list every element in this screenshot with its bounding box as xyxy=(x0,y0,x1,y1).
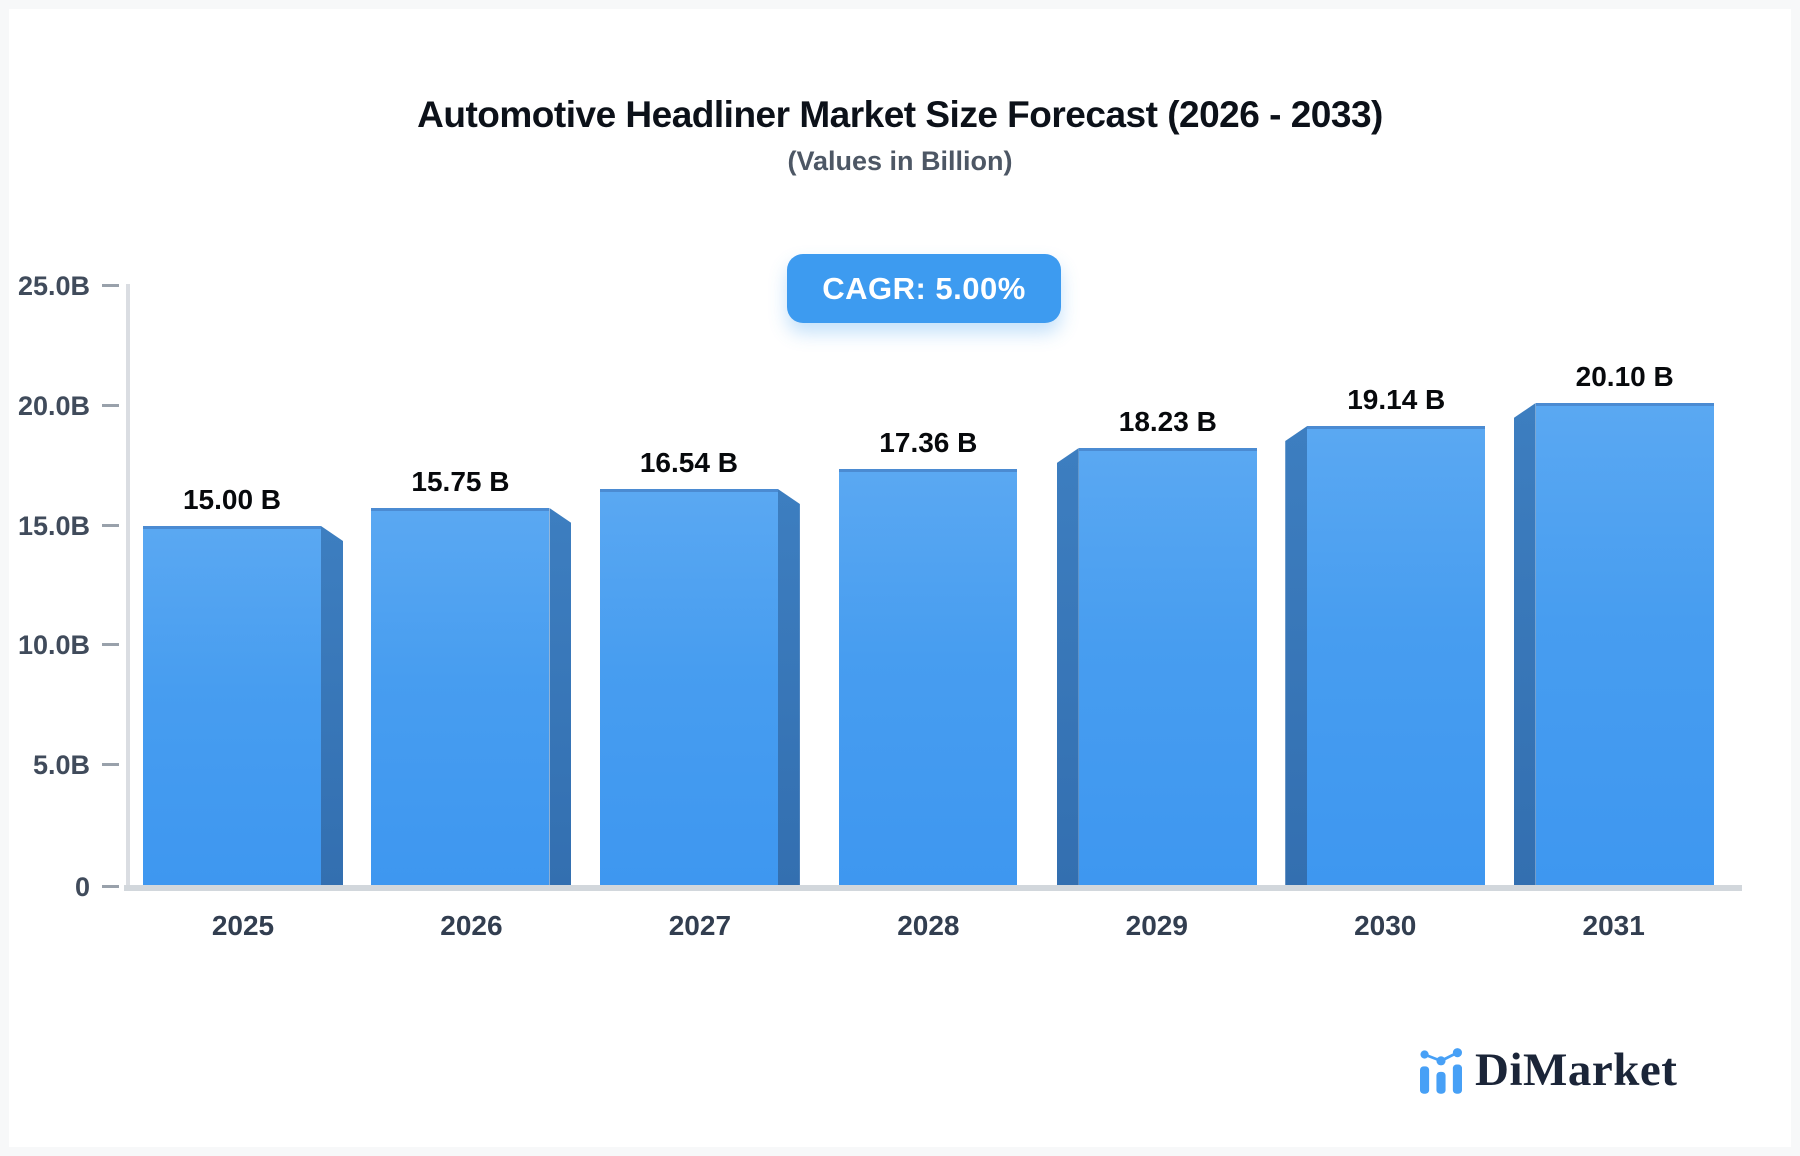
bar-side-face xyxy=(777,489,800,885)
chart-title: Automotive Headliner Market Size Forecas… xyxy=(417,94,1383,135)
x-tick-label: 2027 xyxy=(668,910,732,941)
y-tick-label: 10.0B xyxy=(17,630,90,661)
y-tick-mark xyxy=(102,284,119,287)
chart-subtitle: (Values in Billion) xyxy=(787,146,1013,176)
y-tick-label: 5.0B xyxy=(32,750,90,781)
bar-2031 xyxy=(1535,403,1714,885)
bar-value-label: 17.36 B xyxy=(879,427,978,458)
bar-side-face xyxy=(321,526,343,885)
bar-value-label: 19.14 B xyxy=(1347,384,1446,415)
bar-2028 xyxy=(839,469,1018,885)
plot-area: 0 5.0B 10.0B 15.0B 20.0B 25.0B 15.00 B 15.75 B… xyxy=(18,271,1742,941)
bar-2030 xyxy=(1307,426,1486,885)
bar-2027 xyxy=(599,489,778,885)
y-tick-mark xyxy=(102,523,119,527)
bar-side-face xyxy=(1285,426,1308,885)
bar-2026 xyxy=(371,508,550,885)
bar-side-face xyxy=(549,508,572,885)
y-tick-label: 25.0B xyxy=(17,271,90,301)
x-tick-label: 2030 xyxy=(1354,910,1417,941)
bar-side-face xyxy=(1056,448,1079,885)
brand-logo-text: DiMarket xyxy=(1475,1044,1678,1096)
y-tick-mark xyxy=(102,763,119,767)
y-tick-mark xyxy=(102,403,119,407)
x-axis-baseline xyxy=(124,885,1742,891)
y-tick-label: 20.0B xyxy=(17,390,90,421)
bar-value-label: 15.75 B xyxy=(411,466,510,497)
bar-2025 xyxy=(143,526,321,885)
bar-value-label: 16.54 B xyxy=(639,447,738,478)
bar-chart-logo-icon xyxy=(1420,1048,1462,1094)
bar-2029 xyxy=(1078,448,1257,885)
y-axis-line xyxy=(126,284,130,891)
cagr-badge-label: CAGR: 5.00% xyxy=(822,270,1026,306)
bar-side-face xyxy=(1513,403,1536,885)
bar-value-label: 15.00 B xyxy=(182,484,282,515)
x-tick-label: 2031 xyxy=(1582,910,1645,941)
bar-value-label: 18.23 B xyxy=(1118,406,1217,437)
x-tick-label: 2029 xyxy=(1125,910,1188,941)
brand-logo: DiMarket xyxy=(1420,1042,1677,1098)
y-tick-mark xyxy=(102,885,119,888)
bar-value-label: 20.10 B xyxy=(1575,361,1674,392)
x-tick-label: 2028 xyxy=(897,910,960,941)
cagr-badge: CAGR: 5.00% xyxy=(787,254,1061,323)
x-tick-label: 2025 xyxy=(211,910,275,941)
y-tick-mark xyxy=(102,643,119,647)
x-tick-label: 2026 xyxy=(440,910,503,941)
y-tick-label: 15.0B xyxy=(17,510,90,541)
y-tick-label: 0 xyxy=(74,872,90,902)
